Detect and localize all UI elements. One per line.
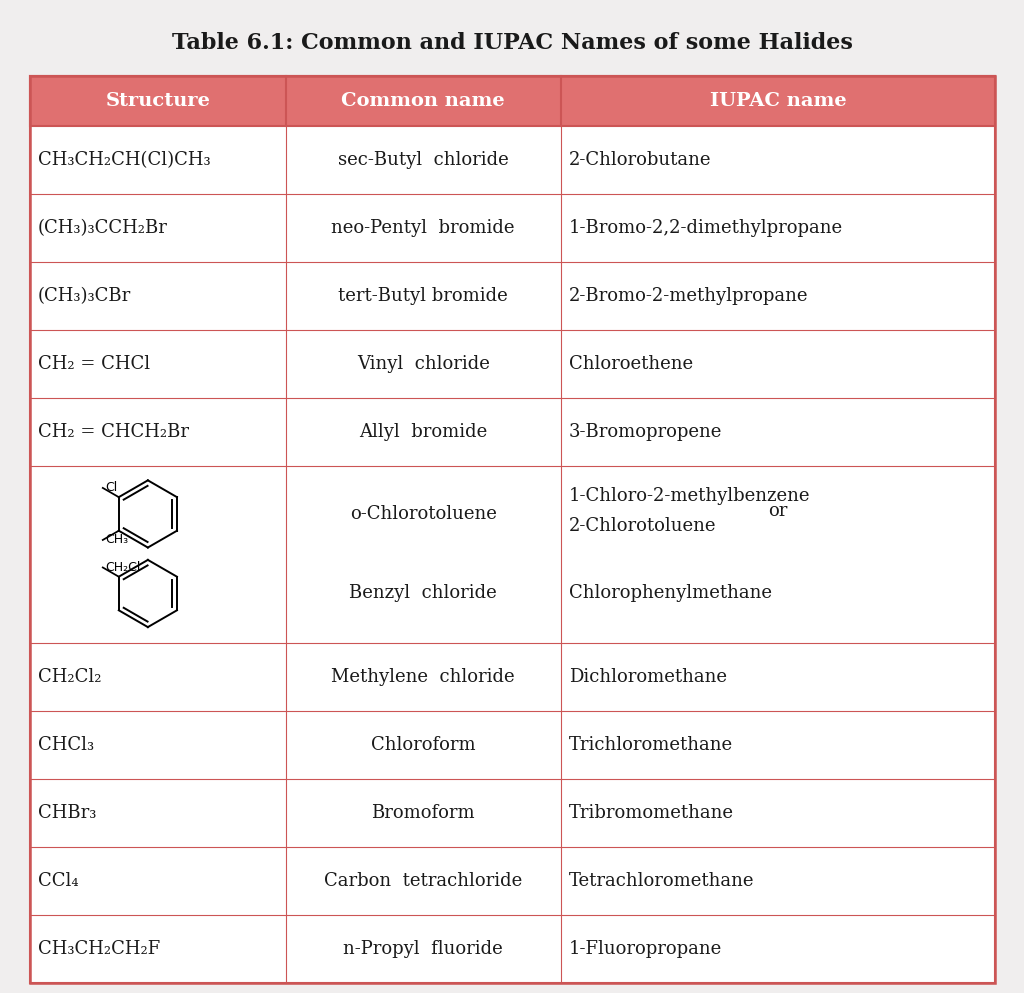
Text: CH₃: CH₃ [104, 533, 128, 546]
Text: CH₃CH₂CH₂F: CH₃CH₂CH₂F [38, 940, 160, 958]
Text: CH₂Cl₂: CH₂Cl₂ [38, 668, 101, 686]
Text: Bromoform: Bromoform [372, 804, 475, 822]
Text: Dichloromethane: Dichloromethane [568, 668, 727, 686]
Text: neo-Pentyl  bromide: neo-Pentyl bromide [332, 219, 515, 237]
Text: 3-Bromopropene: 3-Bromopropene [568, 423, 722, 441]
Text: sec-Butyl  chloride: sec-Butyl chloride [338, 151, 509, 169]
Text: Chlorophenylmethane: Chlorophenylmethane [568, 585, 772, 603]
Text: CHCl₃: CHCl₃ [38, 736, 94, 754]
Text: 2-Bromo-2-methylpropane: 2-Bromo-2-methylpropane [568, 287, 808, 305]
Text: CH₂ = CHCH₂Br: CH₂ = CHCH₂Br [38, 423, 189, 441]
Text: or: or [768, 502, 787, 520]
Text: Benzyl  chloride: Benzyl chloride [349, 585, 497, 603]
Text: IUPAC name: IUPAC name [710, 92, 846, 110]
Text: CH₃CH₂CH(Cl)CH₃: CH₃CH₂CH(Cl)CH₃ [38, 151, 211, 169]
Text: 1-Chloro-2-methylbenzene: 1-Chloro-2-methylbenzene [568, 488, 810, 505]
Text: Tribromomethane: Tribromomethane [568, 804, 734, 822]
Text: 2-Chlorobutane: 2-Chlorobutane [568, 151, 712, 169]
Text: 1-Fluoropropane: 1-Fluoropropane [568, 940, 722, 958]
Text: o-Chlorotoluene: o-Chlorotoluene [350, 504, 497, 523]
Text: 1-Bromo-2,2-dimethylpropane: 1-Bromo-2,2-dimethylpropane [568, 219, 843, 237]
Text: CHBr₃: CHBr₃ [38, 804, 96, 822]
Text: Table 6.1: Common and IUPAC Names of some Halides: Table 6.1: Common and IUPAC Names of som… [172, 32, 853, 55]
Text: (CH₃)₃CBr: (CH₃)₃CBr [38, 287, 131, 305]
Text: 2-Chlorotoluene: 2-Chlorotoluene [568, 517, 716, 535]
Text: CH₂ = CHCl: CH₂ = CHCl [38, 355, 151, 373]
Bar [30, 76, 995, 126]
Text: Cl: Cl [104, 482, 117, 495]
Text: CCl₄: CCl₄ [38, 872, 79, 890]
Text: Methylene  chloride: Methylene chloride [332, 668, 515, 686]
Text: Chloroethene: Chloroethene [568, 355, 693, 373]
Text: CH₂Cl: CH₂Cl [104, 561, 140, 574]
Text: tert-Butyl bromide: tert-Butyl bromide [338, 287, 508, 305]
Text: Tetrachloromethane: Tetrachloromethane [568, 872, 755, 890]
Text: Carbon  tetrachloride: Carbon tetrachloride [325, 872, 522, 890]
Text: Common name: Common name [341, 92, 505, 110]
Text: (CH₃)₃CCH₂Br: (CH₃)₃CCH₂Br [38, 219, 168, 237]
Text: Trichloromethane: Trichloromethane [568, 736, 733, 754]
Text: Chloroform: Chloroform [371, 736, 475, 754]
Text: n-Propyl  fluoride: n-Propyl fluoride [343, 940, 503, 958]
Text: Vinyl  chloride: Vinyl chloride [356, 355, 489, 373]
Text: Structure: Structure [105, 92, 210, 110]
Text: Allyl  bromide: Allyl bromide [359, 423, 487, 441]
